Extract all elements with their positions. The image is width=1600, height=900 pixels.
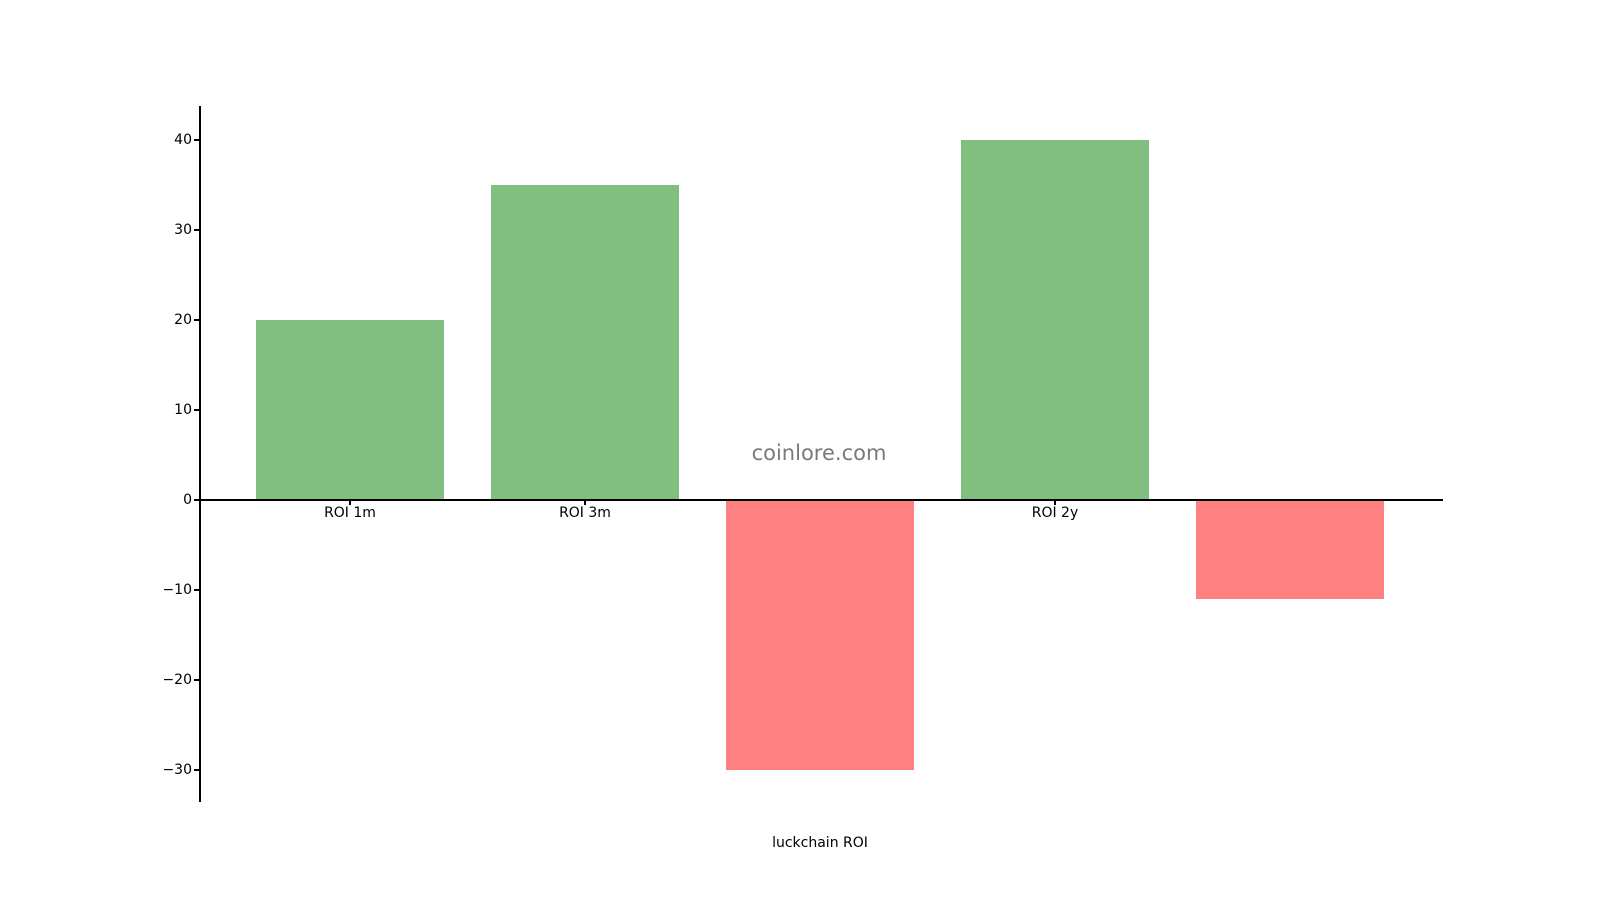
bar-unlabeled-2 xyxy=(726,500,914,770)
y-tick-mark xyxy=(194,769,200,771)
bar-roi-2y xyxy=(961,140,1149,500)
x-axis-line xyxy=(200,499,1443,501)
x-tick-label: ROI 3m xyxy=(559,505,611,521)
y-tick-mark xyxy=(194,229,200,231)
y-tick-label: −10 xyxy=(162,582,192,598)
y-tick-label: 30 xyxy=(174,222,192,238)
bar-roi-3m xyxy=(491,185,679,500)
watermark-coinlore: coinlore.com xyxy=(751,441,887,465)
bar-roi-1m xyxy=(256,320,444,500)
y-tick-label: −30 xyxy=(162,762,192,778)
y-tick-mark xyxy=(194,409,200,411)
y-tick-label: 0 xyxy=(183,492,192,508)
y-tick-label: 40 xyxy=(174,132,192,148)
y-tick-mark xyxy=(194,679,200,681)
x-tick-mark xyxy=(349,500,351,505)
y-tick-label: 10 xyxy=(174,402,192,418)
y-tick-label: −20 xyxy=(162,672,192,688)
x-tick-mark xyxy=(1054,500,1056,505)
y-tick-mark xyxy=(194,589,200,591)
x-tick-label: ROI 2y xyxy=(1031,505,1079,521)
x-tick-label: ROI 1m xyxy=(324,505,376,521)
y-tick-label: 20 xyxy=(174,312,192,328)
x-axis-title: luckchain ROI xyxy=(772,835,868,851)
y-tick-mark xyxy=(194,319,200,321)
x-tick-mark xyxy=(584,500,586,505)
bar-unlabeled-4 xyxy=(1196,500,1384,599)
y-axis-line xyxy=(199,106,201,802)
y-tick-mark xyxy=(194,499,200,501)
y-tick-mark xyxy=(194,139,200,141)
